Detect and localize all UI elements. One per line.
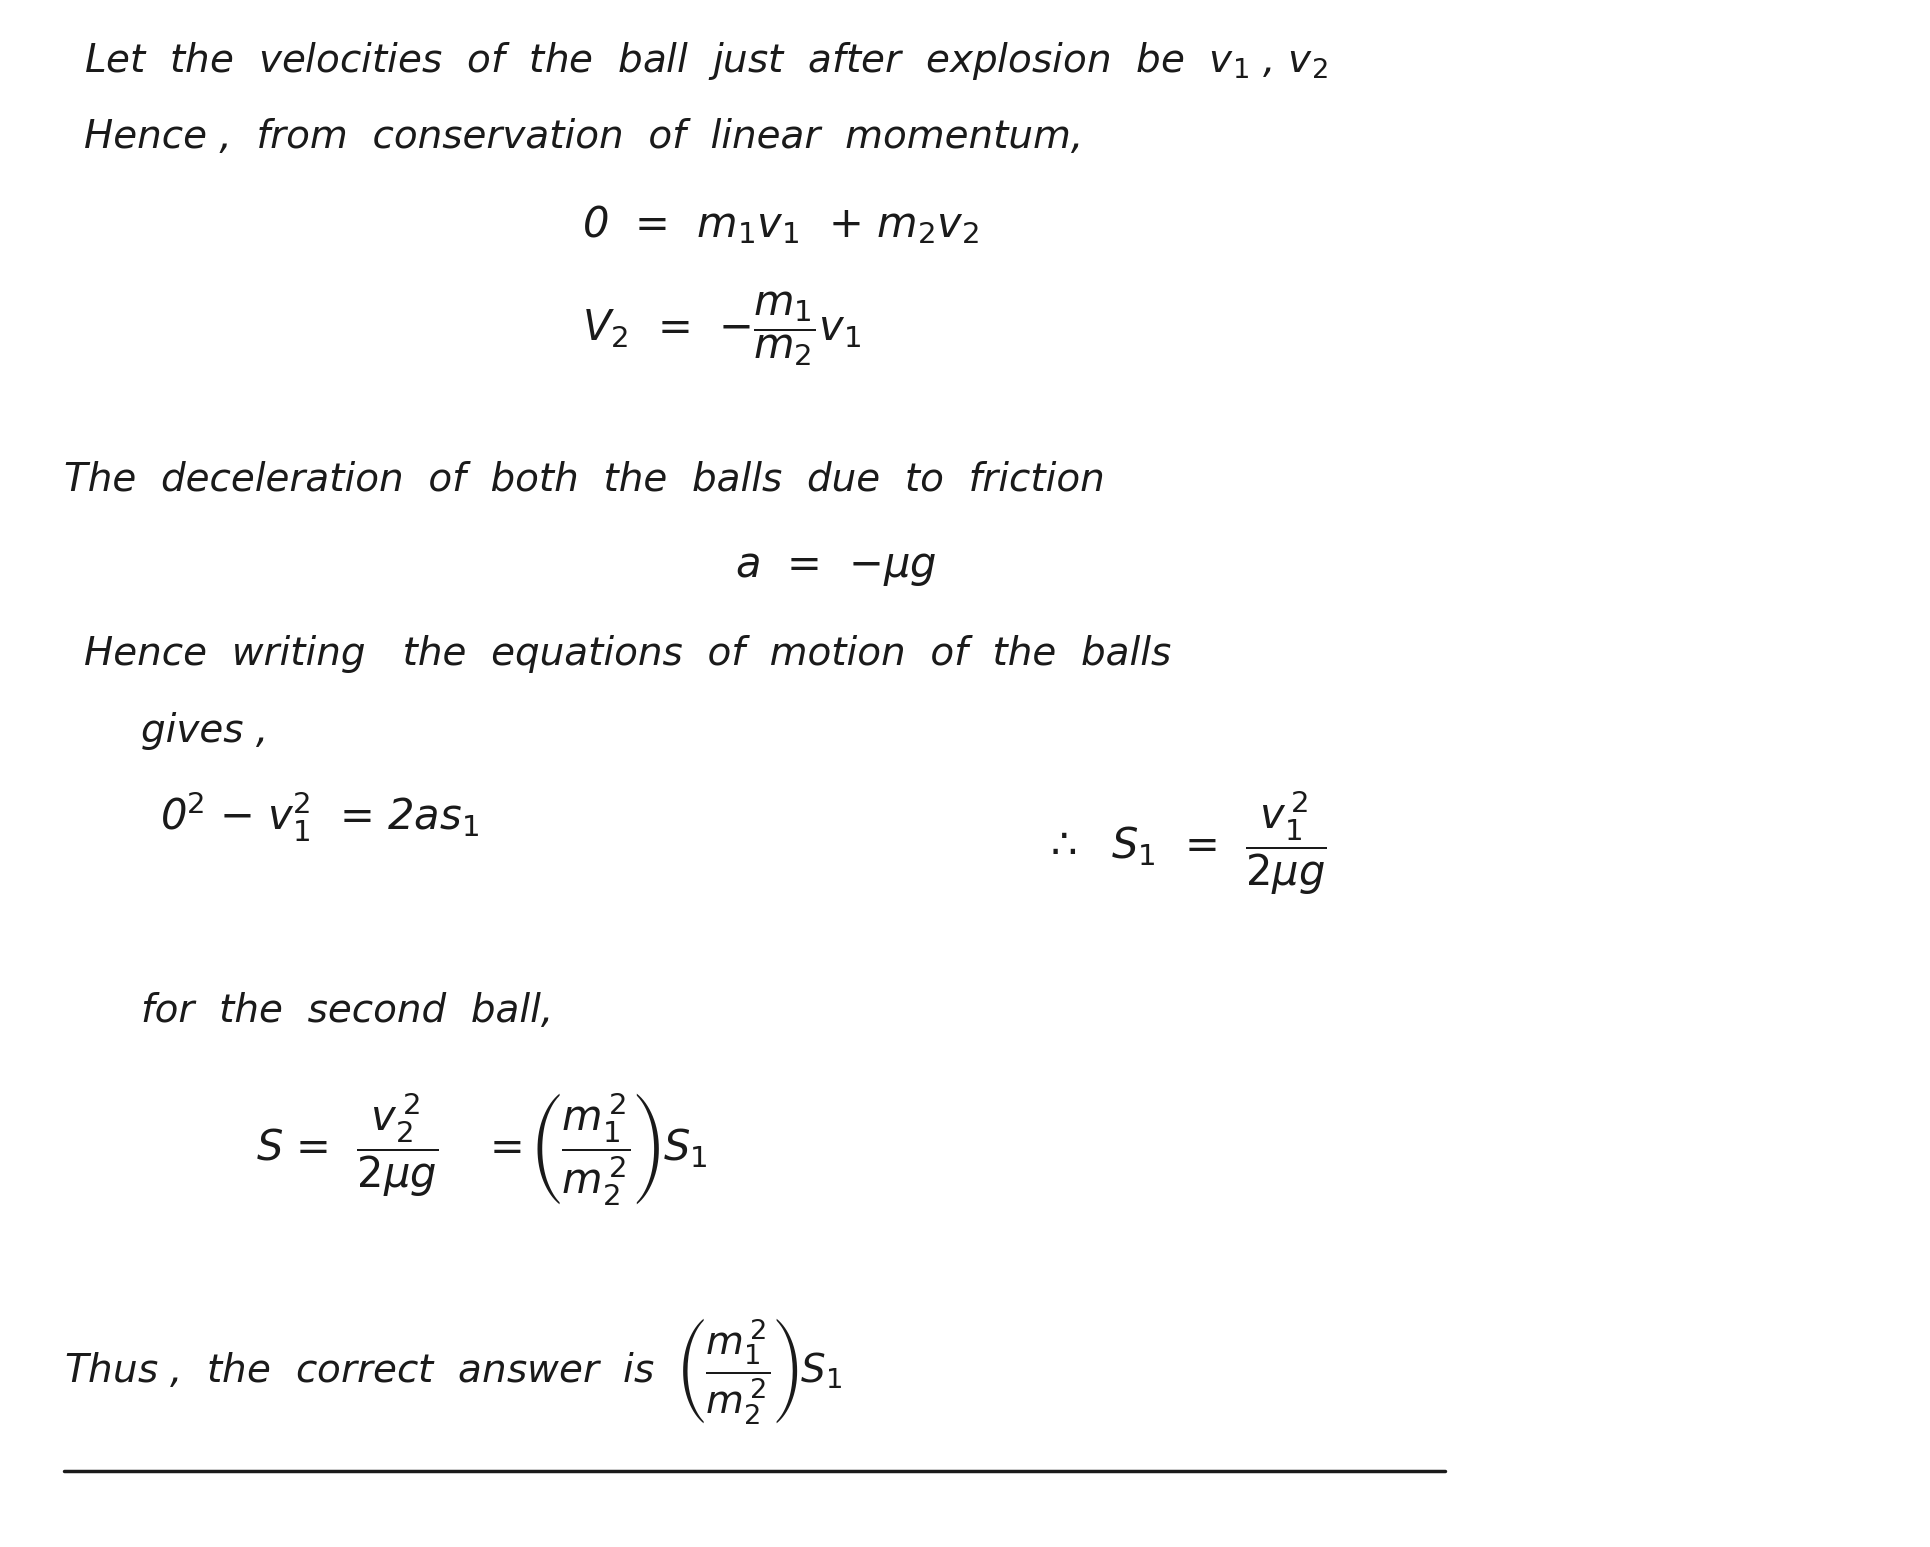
Text: $\therefore$  S$_1$  =  $\dfrac{v_1^{\,2}}{2\mu g}$: $\therefore$ S$_1$ = $\dfrac{v_1^{\,2}}{… [1042, 789, 1326, 897]
Text: Let  the  velocities  of  the  ball  just  after  explosion  be  v$_1$ , v$_2$: Let the velocities of the ball just afte… [83, 40, 1326, 82]
Text: Hence ,  from  conservation  of  linear  momentum,: Hence , from conservation of linear mome… [83, 118, 1083, 156]
Text: Hence  writing   the  equations  of  motion  of  the  balls: Hence writing the equations of motion of… [83, 634, 1170, 673]
Text: a  =  $-\mu$g: a = $-\mu$g [735, 546, 936, 588]
Text: V$_2$  =  $-\dfrac{m_1}{m_2}$v$_1$: V$_2$ = $-\dfrac{m_1}{m_2}$v$_1$ [581, 289, 861, 368]
Text: 0  =  m$_1$v$_1$  + m$_2$v$_2$: 0 = m$_1$v$_1$ + m$_2$v$_2$ [581, 203, 979, 246]
Text: 0$^2$ $-$ v$_1^2$  = 2as$_1$: 0$^2$ $-$ v$_1^2$ = 2as$_1$ [160, 789, 479, 843]
Text: S =  $\dfrac{v_2^{\,2}}{2\mu g}$   $= \left(\dfrac{m_1^{\,2}}{m_2^{\,2}}\right)$: S = $\dfrac{v_2^{\,2}}{2\mu g}$ $= \left… [257, 1091, 708, 1208]
Text: for  the  second  ball,: for the second ball, [141, 992, 554, 1030]
Text: Thus ,  the  correct  answer  is  $\left(\dfrac{m_1^{\,2}}{m_2^{\,2}}\right)$S$_: Thus , the correct answer is $\left(\dfr… [64, 1316, 841, 1426]
Text: The  deceleration  of  both  the  balls  due  to  friction: The deceleration of both the balls due t… [64, 459, 1104, 498]
Text: gives ,: gives , [141, 712, 268, 750]
